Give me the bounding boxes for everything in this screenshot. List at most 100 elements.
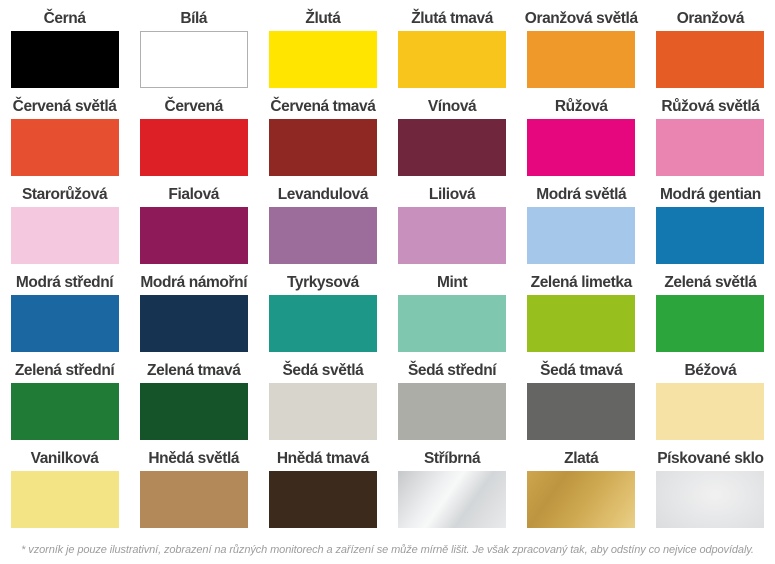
swatch-label: Žlutá tmavá [411,10,493,27]
swatch-label: Modrá střední [15,274,114,291]
swatch-label: Modrá námořní [140,274,248,291]
swatch-label: Žlutá [305,10,341,27]
swatch-label: Růžová [554,98,608,115]
color-swatch [139,471,248,528]
swatch-cell: Červená světlá [0,96,129,184]
swatch-label: Zelená střední [14,362,115,379]
swatch-cell: Pískované sklo [646,448,775,536]
swatch-cell: Vanilková [0,448,129,536]
swatch-cell: Modrá námořní [129,272,258,360]
color-swatch [398,471,507,528]
color-swatch [139,119,248,176]
color-swatch [268,31,377,88]
color-swatch [656,31,765,88]
color-swatch [139,383,248,440]
swatch-cell: Levandulová [258,184,387,272]
swatch-label: Pískované sklo [657,450,764,467]
swatch-cell: Modrá gentian [646,184,775,272]
swatch-label: Oranžová světlá [524,10,638,27]
swatch-cell: Stříbrná [388,448,517,536]
swatch-cell: Červená tmavá [258,96,387,184]
swatch-label: Starorůžová [21,186,108,203]
swatch-label: Zlatá [564,450,599,467]
swatch-cell: Mint [388,272,517,360]
swatch-cell: Zlatá [517,448,646,536]
swatch-label: Zelená tmavá [147,362,241,379]
color-swatch [656,119,765,176]
color-swatch [398,207,507,264]
swatch-cell: Tyrkysová [258,272,387,360]
swatch-cell: Šedá světlá [258,360,387,448]
swatch-label: Šedá střední [407,362,497,379]
swatch-grid: Černá Bílá Žlutá Žlutá tmavá Oranžová sv… [0,8,775,536]
color-swatch [656,207,765,264]
swatch-label: Červená světlá [12,98,117,115]
color-swatch [10,31,119,88]
swatch-label: Zelená světlá [664,274,757,291]
color-swatch [398,295,507,352]
color-swatch [527,119,636,176]
swatch-label: Černá [43,10,86,27]
swatch-cell: Hnědá světlá [129,448,258,536]
swatch-label: Bílá [180,10,208,27]
color-swatch [139,207,248,264]
color-swatch [656,471,765,528]
color-swatch [527,383,636,440]
swatch-cell: Zelená světlá [646,272,775,360]
disclaimer-footnote: * vzorník je pouze ilustrativní, zobraze… [21,544,754,556]
swatch-label: Vínová [427,98,477,115]
color-swatch [398,383,507,440]
color-swatch [268,119,377,176]
swatch-label: Červená [164,98,224,115]
swatch-cell: Šedá střední [388,360,517,448]
color-swatch [398,119,507,176]
color-swatch [656,383,765,440]
swatch-cell: Černá [0,8,129,96]
color-swatch [527,295,636,352]
swatch-cell: Modrá světlá [517,184,646,272]
swatch-cell: Liliová [388,184,517,272]
swatch-cell: Růžová [517,96,646,184]
swatch-cell: Šedá tmavá [517,360,646,448]
swatch-label: Růžová světlá [661,98,760,115]
swatch-label: Stříbrná [423,450,481,467]
swatch-label: Šedá tmavá [540,362,623,379]
swatch-cell: Žlutá [258,8,387,96]
swatch-cell: Zelená střední [0,360,129,448]
swatch-cell: Vínová [388,96,517,184]
swatch-label: Mint [436,274,468,291]
color-swatch [268,207,377,264]
swatch-cell: Oranžová světlá [517,8,646,96]
color-swatch [398,31,507,88]
swatch-cell: Oranžová [646,8,775,96]
swatch-cell: Starorůžová [0,184,129,272]
swatch-cell: Fialová [129,184,258,272]
swatch-label: Béžová [684,362,737,379]
color-swatch [656,295,765,352]
swatch-cell: Růžová světlá [646,96,775,184]
swatch-label: Fialová [168,186,220,203]
swatch-label: Zelená limetka [530,274,633,291]
swatch-cell: Červená [129,96,258,184]
swatch-cell: Bílá [129,8,258,96]
color-swatch [527,207,636,264]
swatch-cell: Zelená tmavá [129,360,258,448]
color-swatch [139,295,248,352]
swatch-label: Červená tmavá [270,98,376,115]
color-swatch [527,31,636,88]
swatch-label: Liliová [428,186,476,203]
swatch-label: Levandulová [277,186,369,203]
swatch-cell: Žlutá tmavá [388,8,517,96]
color-swatch [268,383,377,440]
swatch-cell: Béžová [646,360,775,448]
swatch-label: Tyrkysová [286,274,359,291]
swatch-label: Modrá gentian [660,186,761,203]
color-swatch [268,471,377,528]
swatch-label: Modrá světlá [536,186,627,203]
color-swatch [527,471,636,528]
color-swatch [10,207,119,264]
color-swatch [10,471,119,528]
color-swatch [268,295,377,352]
swatch-label: Hnědá světlá [148,450,240,467]
